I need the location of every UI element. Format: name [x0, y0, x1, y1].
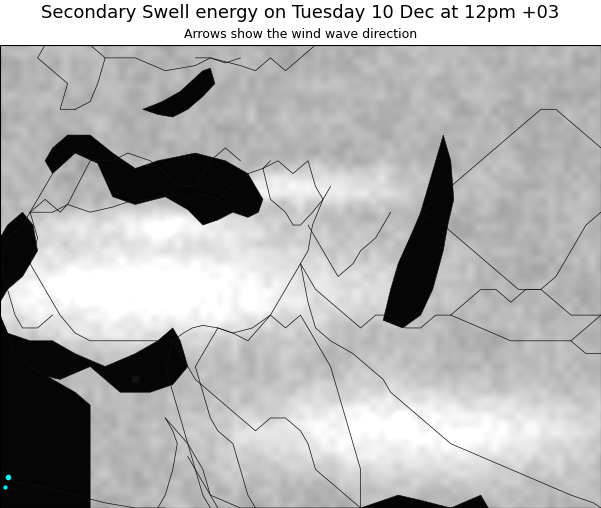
Text: Arrows show the wind wave direction: Arrows show the wind wave direction — [184, 28, 417, 41]
Text: Secondary Swell energy on Tuesday 10 Dec at 12pm +03: Secondary Swell energy on Tuesday 10 Dec… — [41, 4, 560, 22]
